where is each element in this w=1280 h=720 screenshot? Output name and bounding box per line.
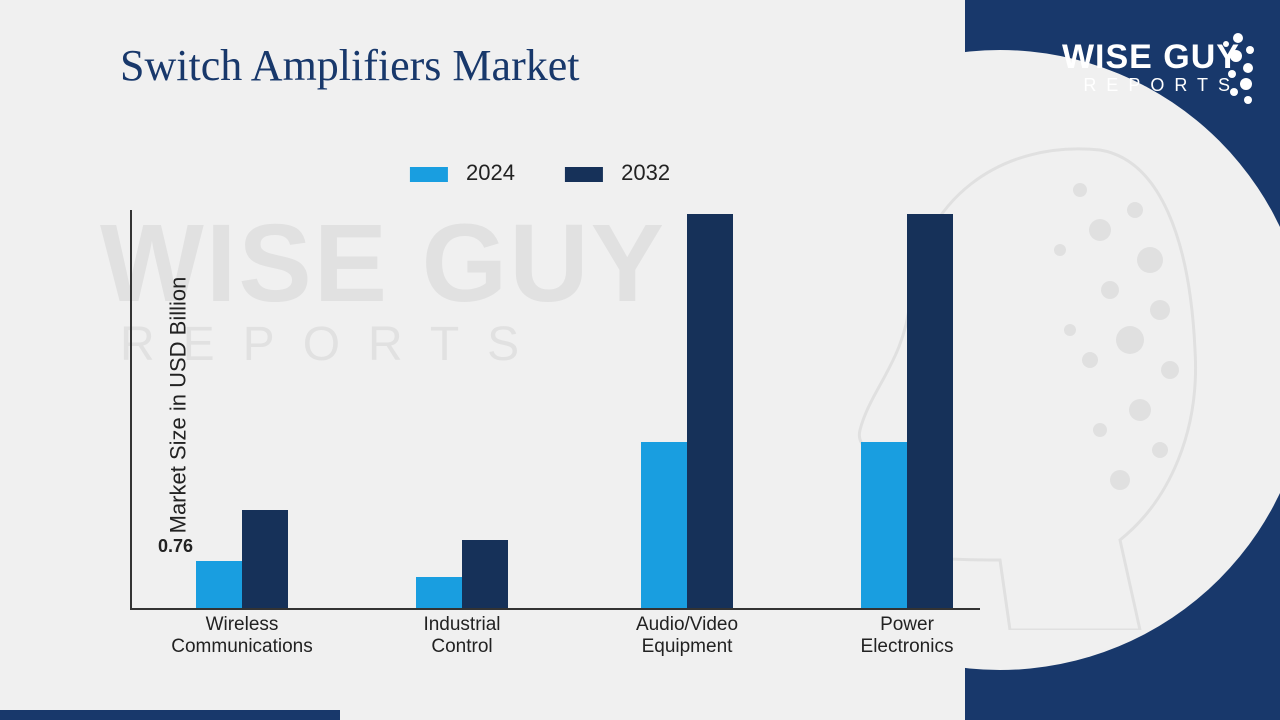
canvas: WISE GUY REPORTS WISE GUY REPORTS Switch… xyxy=(0,0,1280,720)
category-label: Audio/VideoEquipment xyxy=(587,608,787,658)
legend-swatch-2032 xyxy=(565,167,603,182)
bar-value-label: 0.76 xyxy=(158,536,193,557)
bar xyxy=(861,442,907,608)
bar xyxy=(242,510,288,608)
legend: 2024 2032 xyxy=(410,160,670,186)
bar xyxy=(641,442,687,608)
brand-line2: REPORTS xyxy=(1062,75,1240,96)
category-label: PowerElectronics xyxy=(807,608,1007,658)
bottom-accent-bar xyxy=(0,710,340,720)
bar-group: 0.76WirelessCommunications xyxy=(167,510,317,608)
bar-group: IndustrialControl xyxy=(387,540,537,608)
legend-label-2032: 2032 xyxy=(621,160,670,185)
bar xyxy=(196,561,242,608)
chart-area: Market Size in USD Billion 2024 2032 0.7… xyxy=(100,170,980,640)
brand-logo: WISE GUY REPORTS xyxy=(1062,38,1240,96)
category-label: WirelessCommunications xyxy=(142,608,342,658)
legend-item-2024: 2024 xyxy=(410,160,515,186)
category-label: IndustrialControl xyxy=(362,608,562,658)
brand-line1: WISE GUY xyxy=(1062,38,1240,77)
plot-area: 0.76WirelessCommunications IndustrialCont… xyxy=(130,210,980,610)
chart-title: Switch Amplifiers Market xyxy=(120,40,580,91)
legend-swatch-2024 xyxy=(410,167,448,182)
bar-group: Audio/VideoEquipment xyxy=(612,214,762,608)
bar xyxy=(907,214,953,608)
bar xyxy=(462,540,508,608)
bar xyxy=(687,214,733,608)
legend-item-2032: 2032 xyxy=(565,160,670,186)
bar xyxy=(416,577,462,608)
legend-label-2024: 2024 xyxy=(466,160,515,185)
bar-group: PowerElectronics xyxy=(832,214,982,608)
